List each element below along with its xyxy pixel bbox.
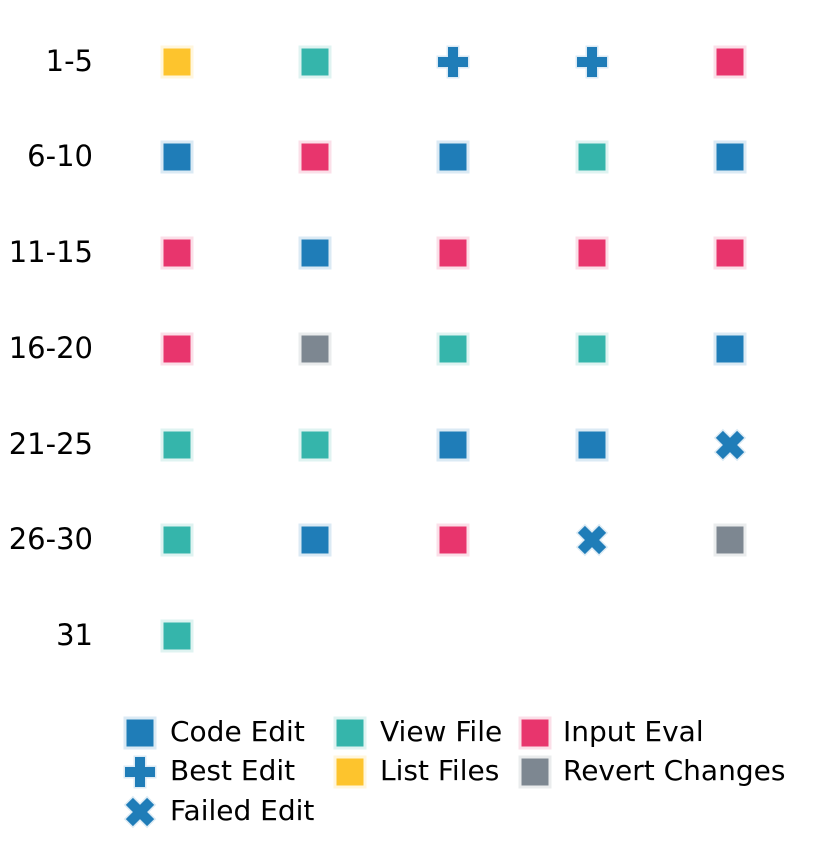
marker-view-file bbox=[298, 428, 332, 462]
marker-code-edit bbox=[436, 428, 470, 462]
gray-square-icon bbox=[298, 332, 332, 366]
marker-list-files bbox=[160, 45, 194, 79]
teal-square-icon bbox=[298, 428, 332, 462]
blue-square-icon bbox=[436, 428, 470, 462]
marker-view-file bbox=[575, 332, 609, 366]
marker-list-files bbox=[333, 755, 367, 789]
marker-code-edit bbox=[123, 716, 157, 750]
pink-square-icon bbox=[575, 236, 609, 270]
gray-square-icon bbox=[713, 523, 747, 557]
legend-label-view-file: View File bbox=[380, 714, 503, 748]
row-label-31: 31 bbox=[56, 617, 93, 652]
marker-code-edit bbox=[713, 332, 747, 366]
row-label-16-20: 16-20 bbox=[8, 330, 93, 365]
marker-revert-changes bbox=[713, 523, 747, 557]
marker-input-eval bbox=[713, 45, 747, 79]
blue-square-icon bbox=[436, 140, 470, 174]
gray-square-icon bbox=[518, 755, 552, 789]
blue-square-icon bbox=[298, 523, 332, 557]
row-label-21-25: 21-25 bbox=[8, 426, 93, 461]
legend-label-best-edit: Best Edit bbox=[170, 753, 296, 787]
x-icon bbox=[575, 523, 609, 557]
marker-failed-edit bbox=[574, 522, 610, 558]
blue-square-icon bbox=[575, 428, 609, 462]
blue-square-icon bbox=[713, 332, 747, 366]
plus-icon bbox=[436, 45, 470, 79]
pink-square-icon bbox=[436, 236, 470, 270]
marker-input-eval bbox=[436, 523, 470, 557]
marker-code-edit bbox=[298, 523, 332, 557]
teal-square-icon bbox=[160, 428, 194, 462]
yellow-square-icon bbox=[333, 755, 367, 789]
pink-square-icon bbox=[518, 716, 552, 750]
pink-square-icon bbox=[713, 45, 747, 79]
blue-square-icon bbox=[123, 716, 157, 750]
yellow-square-icon bbox=[160, 45, 194, 79]
marker-view-file bbox=[436, 332, 470, 366]
marker-input-eval bbox=[160, 236, 194, 270]
marker-view-file bbox=[298, 45, 332, 79]
pink-square-icon bbox=[160, 236, 194, 270]
marker-code-edit bbox=[298, 236, 332, 270]
legend-label-revert-changes: Revert Changes bbox=[563, 753, 786, 787]
row-label-1-5: 1-5 bbox=[45, 43, 93, 78]
marker-revert-changes bbox=[298, 332, 332, 366]
marker-input-eval bbox=[436, 236, 470, 270]
marker-input-eval bbox=[713, 236, 747, 270]
blue-square-icon bbox=[160, 140, 194, 174]
legend-label-code-edit: Code Edit bbox=[170, 714, 305, 748]
marker-code-edit bbox=[713, 140, 747, 174]
legend-label-failed-edit: Failed Edit bbox=[170, 793, 315, 827]
marker-input-eval bbox=[298, 140, 332, 174]
marker-failed-edit bbox=[122, 794, 158, 830]
marker-best-edit bbox=[122, 754, 158, 790]
marker-view-file bbox=[333, 716, 367, 750]
teal-square-icon bbox=[333, 716, 367, 750]
teal-square-icon bbox=[160, 523, 194, 557]
marker-view-file bbox=[160, 523, 194, 557]
marker-view-file bbox=[160, 428, 194, 462]
teal-square-icon bbox=[436, 332, 470, 366]
marker-input-eval bbox=[518, 716, 552, 750]
row-label-11-15: 11-15 bbox=[8, 234, 93, 269]
marker-input-eval bbox=[160, 332, 194, 366]
pink-square-icon bbox=[436, 523, 470, 557]
teal-square-icon bbox=[298, 45, 332, 79]
plus-icon bbox=[123, 755, 157, 789]
row-label-26-30: 26-30 bbox=[8, 521, 93, 556]
marker-code-edit bbox=[436, 140, 470, 174]
teal-square-icon bbox=[160, 619, 194, 653]
pink-square-icon bbox=[713, 236, 747, 270]
marker-best-edit bbox=[574, 44, 610, 80]
marker-input-eval bbox=[575, 236, 609, 270]
teal-square-icon bbox=[575, 332, 609, 366]
pink-square-icon bbox=[298, 140, 332, 174]
pink-square-icon bbox=[160, 332, 194, 366]
marker-failed-edit bbox=[712, 427, 748, 463]
marker-code-edit bbox=[160, 140, 194, 174]
blue-square-icon bbox=[298, 236, 332, 270]
plus-icon bbox=[575, 45, 609, 79]
blue-square-icon bbox=[713, 140, 747, 174]
marker-view-file bbox=[575, 140, 609, 174]
legend-label-list-files: List Files bbox=[380, 753, 500, 787]
marker-best-edit bbox=[435, 44, 471, 80]
marker-view-file bbox=[160, 619, 194, 653]
x-icon bbox=[123, 795, 157, 829]
marker-revert-changes bbox=[518, 755, 552, 789]
row-label-6-10: 6-10 bbox=[27, 138, 93, 173]
legend-label-input-eval: Input Eval bbox=[563, 714, 704, 748]
x-icon bbox=[713, 428, 747, 462]
marker-code-edit bbox=[575, 428, 609, 462]
teal-square-icon bbox=[575, 140, 609, 174]
